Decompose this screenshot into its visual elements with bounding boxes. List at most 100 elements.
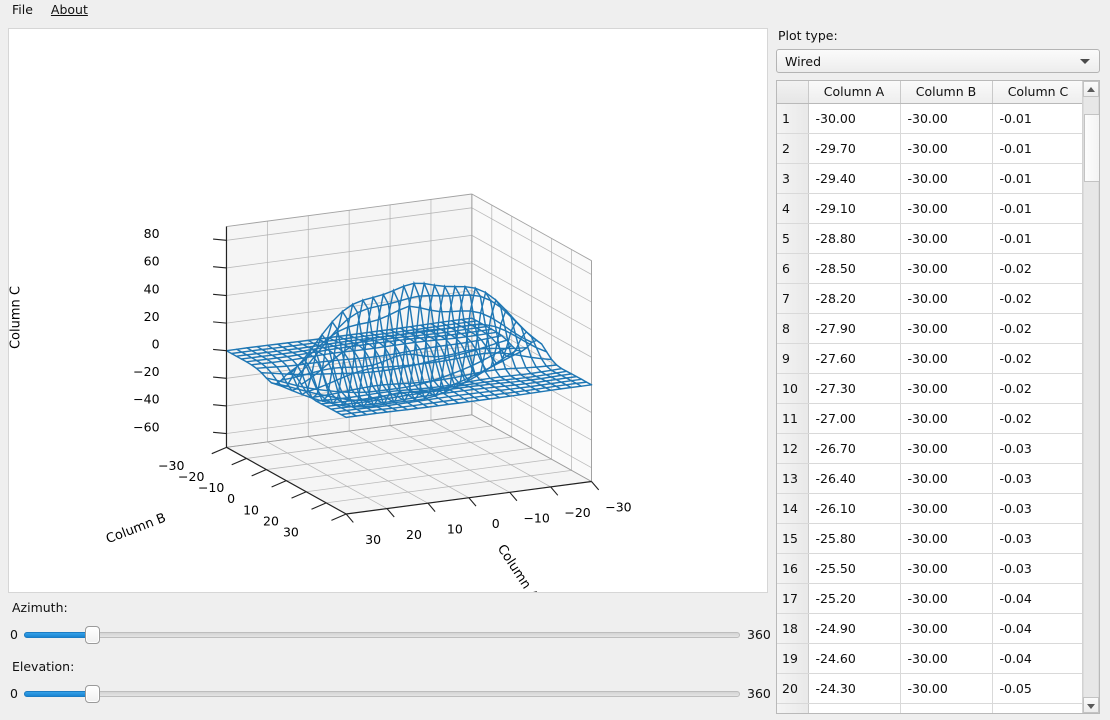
table-corner-header[interactable] xyxy=(777,81,809,104)
cell-column-c[interactable]: -0.01 xyxy=(992,163,1084,194)
cell-column-c[interactable]: -0.04 xyxy=(992,643,1084,674)
table-row[interactable]: 3 -29.40 -30.00 -0.01 xyxy=(777,163,1084,194)
menu-item-file[interactable]: File xyxy=(8,1,41,19)
table-row[interactable]: 20 -24.30 -30.00 -0.05 xyxy=(777,673,1084,704)
cell-column-b[interactable]: -30.00 xyxy=(900,433,993,464)
cell-column-c[interactable]: -0.01 xyxy=(992,133,1084,164)
cell-column-b[interactable]: -30.00 xyxy=(900,103,993,134)
cell-column-a[interactable]: -26.40 xyxy=(808,463,901,494)
cell-column-b[interactable]: -30.00 xyxy=(900,523,993,554)
cell-column-c[interactable]: -0.02 xyxy=(992,373,1084,404)
azimuth-track[interactable] xyxy=(24,626,740,644)
data-table[interactable]: Column A Column B Column C 1 -30.00 -30.00… xyxy=(777,81,1084,713)
cell-column-c[interactable]: -0.03 xyxy=(992,493,1084,524)
cell-column-b[interactable]: -30.00 xyxy=(900,583,993,614)
cell-column-c[interactable]: -0.03 xyxy=(992,463,1084,494)
cell-column-a[interactable]: -27.90 xyxy=(808,313,901,344)
cell-column-c[interactable]: -0.02 xyxy=(992,253,1084,284)
table-row[interactable]: 6 -28.50 -30.00 -0.02 xyxy=(777,253,1084,284)
cell-column-b[interactable]: -30.00 xyxy=(900,463,993,494)
cell-column-b[interactable]: -30.00 xyxy=(900,553,993,584)
cell-column-c[interactable]: -0.01 xyxy=(992,103,1084,134)
cell-column-c[interactable]: -0.03 xyxy=(992,523,1084,554)
cell-column-a[interactable]: -24.30 xyxy=(808,673,901,704)
cell-column-a[interactable]: -28.20 xyxy=(808,283,901,314)
cell-column-b[interactable]: -30.00 xyxy=(900,283,993,314)
cell-column-c[interactable]: -0.01 xyxy=(992,193,1084,224)
cell-column-b[interactable]: -30.00 xyxy=(900,613,993,644)
azimuth-slider-handle[interactable] xyxy=(85,626,100,644)
table-header-column-c[interactable]: Column C xyxy=(992,81,1084,104)
table-row[interactable]: 18 -24.90 -30.00 -0.04 xyxy=(777,613,1084,644)
cell-column-b[interactable]: -30.00 xyxy=(900,493,993,524)
cell-column-b[interactable]: -30.00 xyxy=(900,373,993,404)
plot-type-select[interactable]: Wired xyxy=(776,49,1100,73)
cell-column-a[interactable]: -25.20 xyxy=(808,583,901,614)
azimuth-slider[interactable]: 0 360 xyxy=(0,624,771,646)
cell-column-c[interactable]: -0.04 xyxy=(992,583,1084,614)
cell-column-b[interactable]: -30.00 xyxy=(900,193,993,224)
cell-column-b[interactable]: -30.00 xyxy=(900,223,993,254)
menu-item-about[interactable]: About xyxy=(47,1,96,19)
table-row[interactable]: 2 -29.70 -30.00 -0.01 xyxy=(777,133,1084,164)
table-row[interactable]: 11 -27.00 -30.00 -0.02 xyxy=(777,403,1084,434)
cell-column-c[interactable]: -0.02 xyxy=(992,313,1084,344)
table-row[interactable]: 12 -26.70 -30.00 -0.03 xyxy=(777,433,1084,464)
table-row[interactable]: 8 -27.90 -30.00 -0.02 xyxy=(777,313,1084,344)
table-row[interactable]: 13 -26.40 -30.00 -0.03 xyxy=(777,463,1084,494)
cell-column-a[interactable]: -24.90 xyxy=(808,613,901,644)
table-vertical-scrollbar[interactable] xyxy=(1082,81,1099,713)
cell-column-b[interactable]: -30.00 xyxy=(900,163,993,194)
table-row[interactable]: 15 -25.80 -30.00 -0.03 xyxy=(777,523,1084,554)
cell-column-c[interactable]: -0.02 xyxy=(992,343,1084,374)
cell-column-b[interactable]: -30.00 xyxy=(900,343,993,374)
cell-column-b[interactable]: -30.00 xyxy=(900,403,993,434)
table-row[interactable]: 7 -28.20 -30.00 -0.02 xyxy=(777,283,1084,314)
cell-column-a[interactable]: -28.50 xyxy=(808,253,901,284)
cell-column-a[interactable]: -27.60 xyxy=(808,343,901,374)
cell-column-a[interactable]: -25.50 xyxy=(808,553,901,584)
table-row[interactable]: 16 -25.50 -30.00 -0.03 xyxy=(777,553,1084,584)
elevation-slider-handle[interactable] xyxy=(85,685,100,703)
cell-column-b[interactable]: -30.00 xyxy=(900,673,993,704)
elevation-track[interactable] xyxy=(24,685,740,703)
cell-column-a[interactable]: -26.10 xyxy=(808,493,901,524)
cell-column-b[interactable]: -30.00 xyxy=(900,253,993,284)
table-row[interactable]: 14 -26.10 -30.00 -0.03 xyxy=(777,493,1084,524)
cell-column-a[interactable]: -26.70 xyxy=(808,433,901,464)
table-row[interactable]: 17 -25.20 -30.00 -0.04 xyxy=(777,583,1084,614)
cell-column-c[interactable]: -0.01 xyxy=(992,223,1084,254)
cell-column-c[interactable]: -0.03 xyxy=(992,553,1084,584)
cell-column-c[interactable]: -0.02 xyxy=(992,403,1084,434)
cell-column-a[interactable]: -25.80 xyxy=(808,523,901,554)
elevation-slider[interactable]: 0 360 xyxy=(0,683,771,705)
scrollbar-thumb[interactable] xyxy=(1084,114,1099,182)
scrollbar-track[interactable] xyxy=(1083,97,1099,697)
cell-column-a[interactable]: -29.40 xyxy=(808,163,901,194)
cell-column-b[interactable]: -30.00 xyxy=(900,313,993,344)
cell-column-c[interactable]: -0.04 xyxy=(992,613,1084,644)
cell-column-a[interactable]: -29.10 xyxy=(808,193,901,224)
table-row[interactable]: 1 -30.00 -30.00 -0.01 xyxy=(777,103,1084,134)
cell-column-c[interactable]: -0.02 xyxy=(992,283,1084,314)
cell-column-b[interactable]: -30.00 xyxy=(900,133,993,164)
scroll-down-button[interactable] xyxy=(1083,697,1099,713)
cell-column-a[interactable]: -27.00 xyxy=(808,403,901,434)
cell-column-b[interactable]: -30.00 xyxy=(900,643,993,674)
table-row[interactable]: 19 -24.60 -30.00 -0.04 xyxy=(777,643,1084,674)
cell-column-a[interactable]: -27.30 xyxy=(808,373,901,404)
cell-column-c[interactable]: -0.03 xyxy=(992,433,1084,464)
table-row[interactable]: 10 -27.30 -30.00 -0.02 xyxy=(777,373,1084,404)
data-table-scrollarea[interactable]: Column A Column B Column C 1 -30.00 -30.00… xyxy=(777,81,1084,713)
cell-column-a[interactable]: -28.80 xyxy=(808,223,901,254)
table-header-column-a[interactable]: Column A xyxy=(808,81,901,104)
table-row[interactable]: 5 -28.80 -30.00 -0.01 xyxy=(777,223,1084,254)
cell-column-a[interactable]: -29.70 xyxy=(808,133,901,164)
table-row[interactable]: 9 -27.60 -30.00 -0.02 xyxy=(777,343,1084,374)
table-header-column-b[interactable]: Column B xyxy=(900,81,993,104)
plot-canvas-panel[interactable]: −30 −20 −10 0 10 20 30 Column B −30 −20 −10 0 10 20 30… xyxy=(8,28,768,593)
cell-column-c[interactable]: -0.05 xyxy=(992,673,1084,704)
scroll-up-button[interactable] xyxy=(1083,81,1099,97)
cell-column-a[interactable]: -30.00 xyxy=(808,103,901,134)
